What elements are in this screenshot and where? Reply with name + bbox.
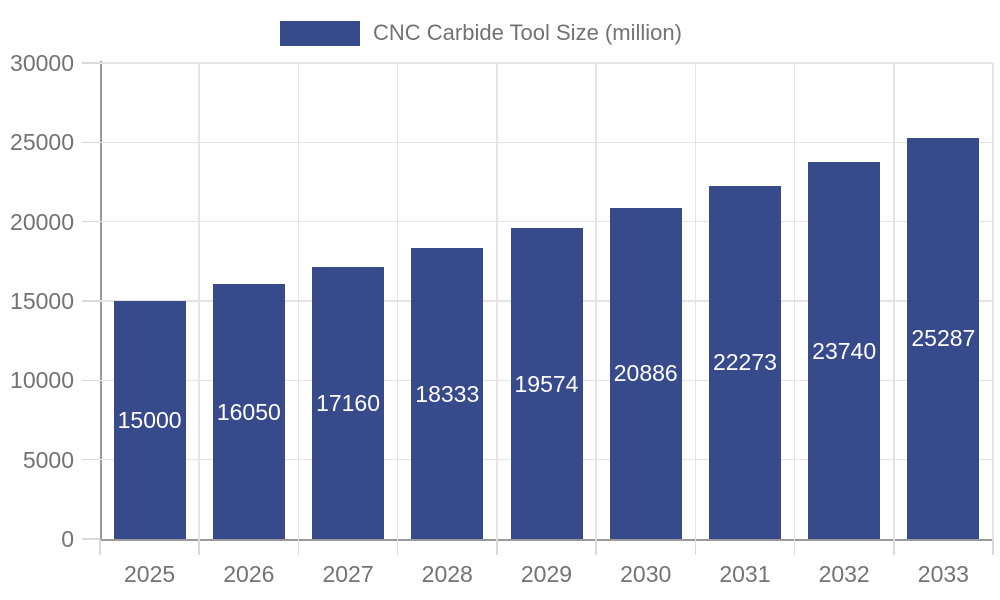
- bar-2033[interactable]: 25287: [907, 137, 980, 539]
- y-axis-tick-label: 0: [61, 526, 74, 552]
- y-axis-tick-label: 10000: [10, 367, 74, 394]
- bar-2030[interactable]: 20886: [609, 207, 682, 539]
- gridline-vertical: [992, 63, 994, 539]
- gridline-vertical: [893, 63, 895, 539]
- x-axis-tick: [297, 539, 300, 555]
- bar-value-label: 17160: [316, 389, 381, 416]
- bar-value-label: 23740: [812, 337, 877, 364]
- gridline-vertical: [496, 63, 498, 539]
- bar-value-label: 25287: [911, 325, 976, 352]
- bar-value-label: 20886: [613, 360, 678, 387]
- y-axis-tick: [82, 62, 100, 64]
- bar-2031[interactable]: 22273: [708, 185, 781, 539]
- gridline-horizontal: [100, 62, 993, 64]
- bar-2027[interactable]: 17160: [312, 266, 385, 539]
- gridline-vertical: [396, 63, 399, 539]
- x-axis-tick: [694, 539, 697, 555]
- legend-item[interactable]: CNC Carbide Tool Size (million): [280, 17, 682, 49]
- y-axis-tick: [82, 300, 100, 302]
- bar-value-label: 16050: [216, 398, 281, 425]
- x-axis-tick-label: 2031: [719, 561, 771, 587]
- y-axis-tick-label: 25000: [10, 129, 74, 156]
- x-axis-line: [99, 539, 994, 541]
- y-axis-tick: [82, 379, 100, 382]
- gridline-horizontal: [100, 141, 993, 144]
- x-axis-tick: [396, 539, 399, 555]
- plot-area: 15000 16050 17160 18333 19574 20886 22273 23740…: [82, 62, 994, 555]
- y-axis-tick: [82, 458, 100, 461]
- y-axis-tick: [82, 141, 100, 144]
- legend-label: CNC Carbide Tool Size (million): [373, 20, 682, 45]
- bar-2025[interactable]: 15000: [113, 301, 186, 539]
- x-axis-tick: [992, 539, 994, 555]
- x-axis-tick-label: 2028: [421, 561, 473, 587]
- bar-2029[interactable]: 19574: [510, 228, 583, 539]
- y-axis-tick: [82, 538, 100, 540]
- x-axis-tick: [99, 539, 101, 555]
- y-axis-tick-label: 20000: [10, 208, 74, 235]
- x-axis-tick-label: 2029: [520, 561, 573, 587]
- y-axis-tick-label: 5000: [22, 446, 74, 473]
- y-axis-tick-label: 15000: [10, 288, 74, 314]
- bar-2026[interactable]: 16050: [212, 284, 285, 539]
- x-axis-tick-label: 2027: [322, 561, 374, 587]
- x-axis-tick: [496, 539, 498, 555]
- x-axis-tick-label: 2030: [620, 561, 672, 587]
- y-axis-tick-label: 30000: [10, 50, 74, 76]
- gridline-vertical: [297, 63, 300, 539]
- bar-2032[interactable]: 23740: [808, 162, 881, 539]
- legend-swatch-icon: [280, 20, 360, 46]
- x-axis-tick: [793, 539, 796, 555]
- gridline-vertical: [595, 63, 597, 539]
- x-axis-tick-label: 2025: [124, 561, 176, 587]
- x-axis-tick: [198, 539, 200, 555]
- x-axis-tick: [893, 539, 895, 555]
- gridline-vertical: [793, 63, 796, 539]
- bar-value-label: 19574: [514, 370, 579, 397]
- bar-value-label: 15000: [117, 407, 182, 433]
- x-axis-tick-label: 2032: [818, 561, 870, 587]
- x-axis-tick-label: 2026: [223, 561, 275, 587]
- bar-value-label: 22273: [712, 349, 777, 376]
- bar-value-label: 18333: [415, 380, 480, 407]
- x-axis-tick-label: 2033: [917, 561, 969, 587]
- gridline-vertical: [198, 63, 200, 539]
- bar-2028[interactable]: 18333: [411, 248, 484, 539]
- gridline-horizontal: [100, 220, 993, 223]
- x-axis-tick: [595, 539, 597, 555]
- gridline-vertical: [694, 63, 697, 539]
- y-axis-tick: [82, 220, 100, 223]
